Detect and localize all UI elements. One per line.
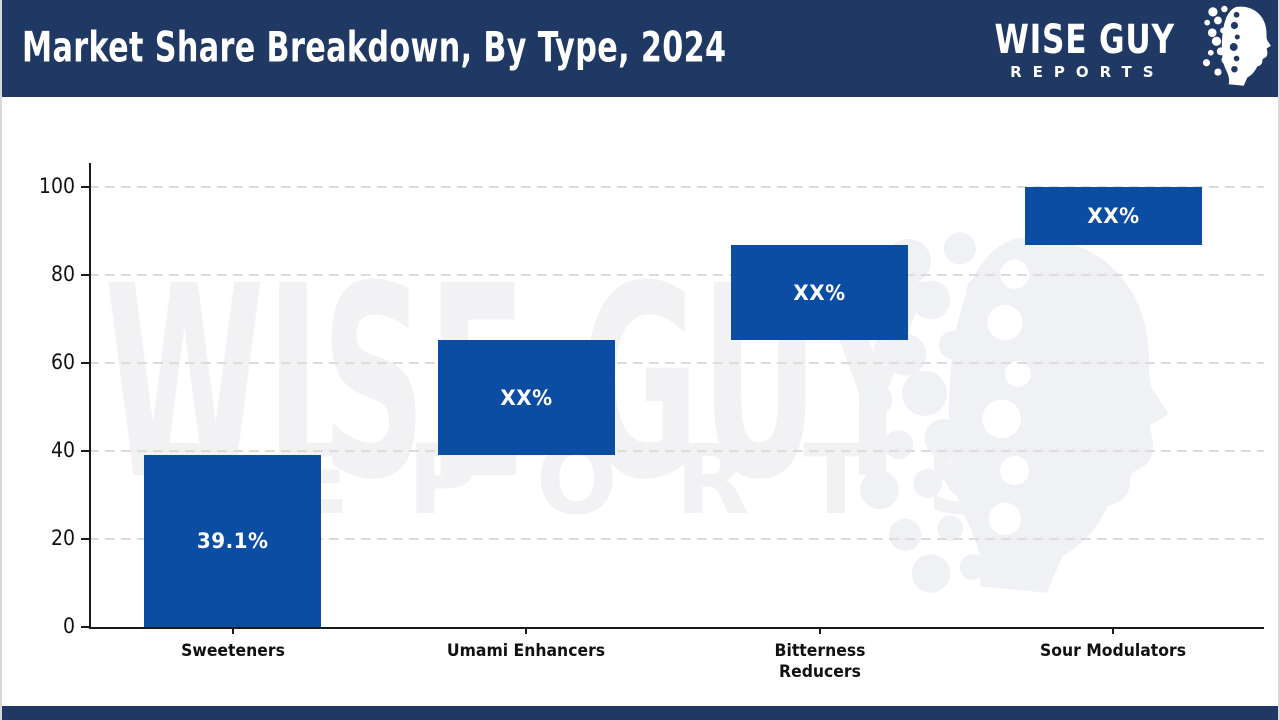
- bar-value-label: 39.1%: [196, 528, 269, 553]
- logo-head-icon: [1202, 5, 1271, 86]
- gridline-20: [89, 538, 1264, 540]
- logo-subtitle: REPORTS: [1010, 63, 1165, 81]
- gridline-80: [89, 274, 1264, 276]
- x-tick-mark: [818, 627, 821, 634]
- category-label: Sweeteners: [180, 641, 285, 661]
- y-tick-label: 80: [50, 262, 75, 286]
- gridline-60: [89, 362, 1264, 364]
- y-axis-line: [89, 163, 91, 629]
- x-tick-mark: [1112, 627, 1115, 634]
- x-tick-mark: [231, 627, 234, 634]
- gridline-40: [89, 450, 1264, 452]
- bar-value-label: XX%: [793, 280, 846, 305]
- logo-text: WISE GUY REPORTS: [969, 19, 1200, 81]
- bar-value-label: XX%: [1087, 204, 1140, 229]
- y-tick-mark: [81, 274, 89, 276]
- bar-3: XX%: [731, 245, 909, 341]
- bar-value-label: XX%: [500, 385, 553, 410]
- category-label: Bitterness Reducers: [774, 641, 866, 683]
- bar-4: XX%: [1024, 187, 1202, 246]
- header: Market Share Breakdown, By Type, 2024 WI…: [2, 0, 1278, 97]
- y-tick-label: 100: [38, 174, 75, 198]
- bar-1: 39.1%: [144, 454, 322, 627]
- y-tick-label: 0: [62, 614, 75, 638]
- logo-wordmark: WISE GUY: [994, 17, 1175, 63]
- y-tick-label: 20: [50, 526, 75, 550]
- y-tick-label: 60: [50, 350, 75, 374]
- gridline-100: [89, 186, 1264, 188]
- y-tick-mark: [81, 186, 89, 188]
- category-label: Sour Modulators: [1040, 641, 1187, 661]
- wiseguy-logo: WISE GUY REPORTS: [969, 4, 1274, 90]
- y-tick-mark: [81, 362, 89, 364]
- y-tick-mark: [81, 450, 89, 452]
- y-tick-mark: [81, 626, 89, 628]
- page-title: Market Share Breakdown, By Type, 2024: [22, 22, 727, 72]
- x-axis-line: [89, 627, 1264, 629]
- y-tick-label: 40: [50, 438, 75, 462]
- x-tick-mark: [525, 627, 528, 634]
- y-tick-mark: [81, 538, 89, 540]
- footer-bar: [2, 706, 1278, 720]
- category-label: Umami Enhancers: [447, 641, 606, 661]
- bar-2: XX%: [437, 340, 615, 455]
